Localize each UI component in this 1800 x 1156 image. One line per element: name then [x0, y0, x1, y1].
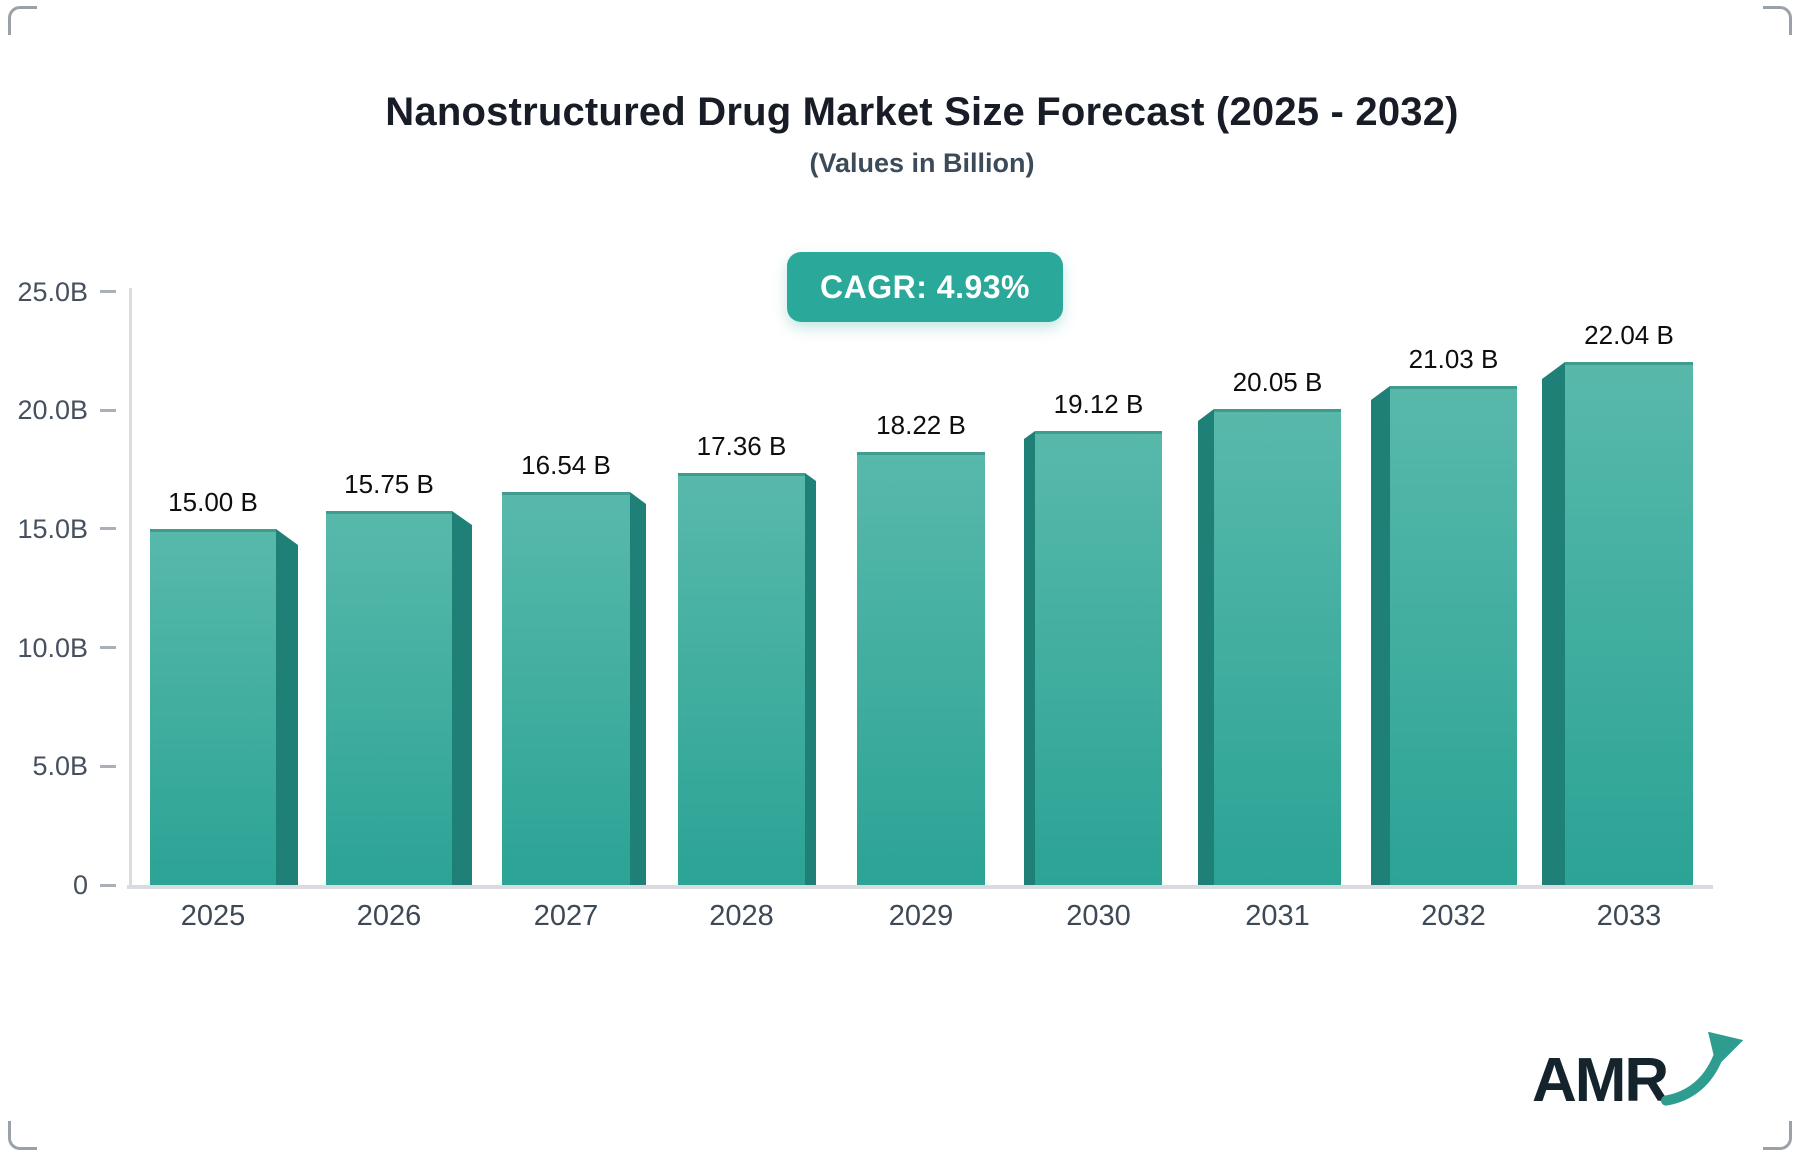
- bar-value-label: 22.04 B: [1584, 320, 1674, 350]
- bar-side-face: [1024, 431, 1035, 885]
- y-tick-label: 5.0B: [32, 751, 88, 782]
- y-tick-mark: [100, 646, 116, 650]
- corner-mark: [8, 6, 37, 35]
- x-axis-label: 2027: [533, 900, 599, 932]
- y-tick-mark: [100, 290, 116, 293]
- chart-subtitle: (Values in Billion): [809, 148, 1035, 178]
- x-axis-label: 2031: [1245, 900, 1310, 932]
- y-tick-label: 15.0B: [17, 513, 88, 544]
- y-tick-label: 0: [72, 870, 88, 900]
- bar-value-label: 20.05 B: [1232, 367, 1323, 397]
- corner-mark: [8, 1121, 37, 1150]
- x-axis-label: 2025: [180, 900, 246, 932]
- corner-mark: [1763, 1121, 1792, 1150]
- y-tick-mark: [100, 408, 116, 412]
- bar-value-label: 17.36 B: [696, 431, 787, 461]
- bar-side-face: [452, 511, 472, 885]
- x-axis-label: 2026: [356, 900, 422, 932]
- bar: [857, 452, 985, 885]
- bar-value-label: 15.00 B: [168, 487, 258, 517]
- bar-value-label: 16.54 B: [521, 450, 611, 480]
- x-axis-label: 2029: [888, 900, 954, 932]
- x-axis-label: 2030: [1066, 900, 1131, 932]
- x-axis-label: 2028: [709, 900, 774, 932]
- x-axis-label: 2032: [1421, 900, 1486, 932]
- bar: [502, 492, 630, 885]
- y-tick-label: 20.0B: [17, 395, 88, 426]
- corner-mark: [1763, 6, 1792, 35]
- bar: [150, 529, 276, 885]
- y-tick-label: 10.0B: [17, 632, 88, 663]
- bar: [1390, 386, 1517, 885]
- bar-side-face: [1542, 362, 1565, 885]
- bar-side-face: [630, 492, 646, 885]
- bar: [678, 473, 805, 885]
- bar: [1565, 362, 1693, 885]
- cagr-badge: CAGR: 4.93%: [787, 252, 1063, 322]
- bar-value-label: 21.03 B: [1408, 344, 1499, 374]
- chart-title: Nanostructured Drug Market Size Forecast…: [385, 90, 1459, 134]
- y-tick-mark: [100, 883, 116, 887]
- y-tick-mark: [100, 527, 116, 531]
- x-axis-label: 2033: [1596, 900, 1662, 932]
- bar-value-label: 18.22 B: [876, 410, 966, 440]
- bar-value-label: 19.12 B: [1053, 389, 1144, 419]
- y-axis: [129, 288, 132, 889]
- bar-side-face: [276, 529, 298, 885]
- amr-logo: AMR: [1532, 1026, 1745, 1112]
- y-tick-mark: [100, 764, 116, 768]
- x-axis: [127, 885, 1713, 889]
- growth-arrow-icon: [1661, 1031, 1744, 1106]
- bar-side-face: [1198, 409, 1214, 885]
- y-tick-label: 25.0B: [17, 276, 88, 307]
- bar: [326, 511, 452, 885]
- bar-value-label: 15.75 B: [344, 469, 434, 499]
- amr-logo-text: AMR: [1532, 1046, 1669, 1115]
- bar-side-face: [1371, 386, 1390, 885]
- bar: [1035, 431, 1162, 885]
- bar-side-face: [805, 473, 816, 885]
- bar: [1214, 409, 1341, 885]
